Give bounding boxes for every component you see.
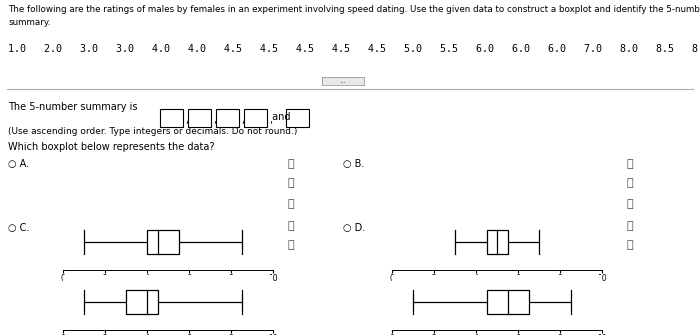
- Text: summary.: summary.: [8, 18, 51, 27]
- Text: ⌕: ⌕: [626, 178, 634, 188]
- Text: ○ D.: ○ D.: [343, 223, 365, 233]
- Text: 1.0   2.0   3.0   3.0   4.0   4.0   4.5   4.5   4.5   4.5   4.5   5.0   5.5   6.: 1.0 2.0 3.0 3.0 4.0 4.0 4.5 4.5 4.5 4.5 …: [8, 44, 700, 54]
- Text: ,: ,: [269, 116, 272, 126]
- Text: ⌕: ⌕: [626, 240, 634, 250]
- Text: ⌕: ⌕: [287, 178, 294, 188]
- Text: ⌕: ⌕: [287, 221, 294, 231]
- Bar: [126, 290, 158, 315]
- Text: ,: ,: [241, 116, 244, 126]
- Text: ,: ,: [185, 116, 188, 126]
- Text: ○ B.: ○ B.: [343, 159, 365, 169]
- Text: ○ C.: ○ C.: [8, 223, 30, 233]
- Text: ⌕: ⌕: [287, 240, 294, 250]
- Bar: [147, 230, 178, 254]
- Text: ,: ,: [213, 116, 216, 126]
- Text: The 5-number summary is: The 5-number summary is: [8, 102, 141, 112]
- Text: ○ A.: ○ A.: [8, 159, 29, 169]
- Bar: [486, 230, 507, 254]
- Text: ⌕: ⌕: [287, 159, 294, 169]
- X-axis label: Ratings: Ratings: [153, 284, 183, 293]
- X-axis label: Ratings: Ratings: [482, 284, 512, 293]
- Text: The following are the ratings of males by females in an experiment involving spe: The following are the ratings of males b…: [8, 5, 700, 14]
- Text: and: and: [269, 112, 293, 122]
- Text: ⌕: ⌕: [626, 221, 634, 231]
- Text: (Use ascending order. Type integers or decimals. Do not round.): (Use ascending order. Type integers or d…: [8, 127, 297, 136]
- Text: ⌕: ⌕: [287, 199, 294, 209]
- Text: ⌕: ⌕: [626, 199, 634, 209]
- Bar: [486, 290, 528, 315]
- Text: Which boxplot below represents the data?: Which boxplot below represents the data?: [8, 142, 215, 152]
- Text: ⌕: ⌕: [626, 159, 634, 169]
- Text: ...: ...: [340, 78, 346, 84]
